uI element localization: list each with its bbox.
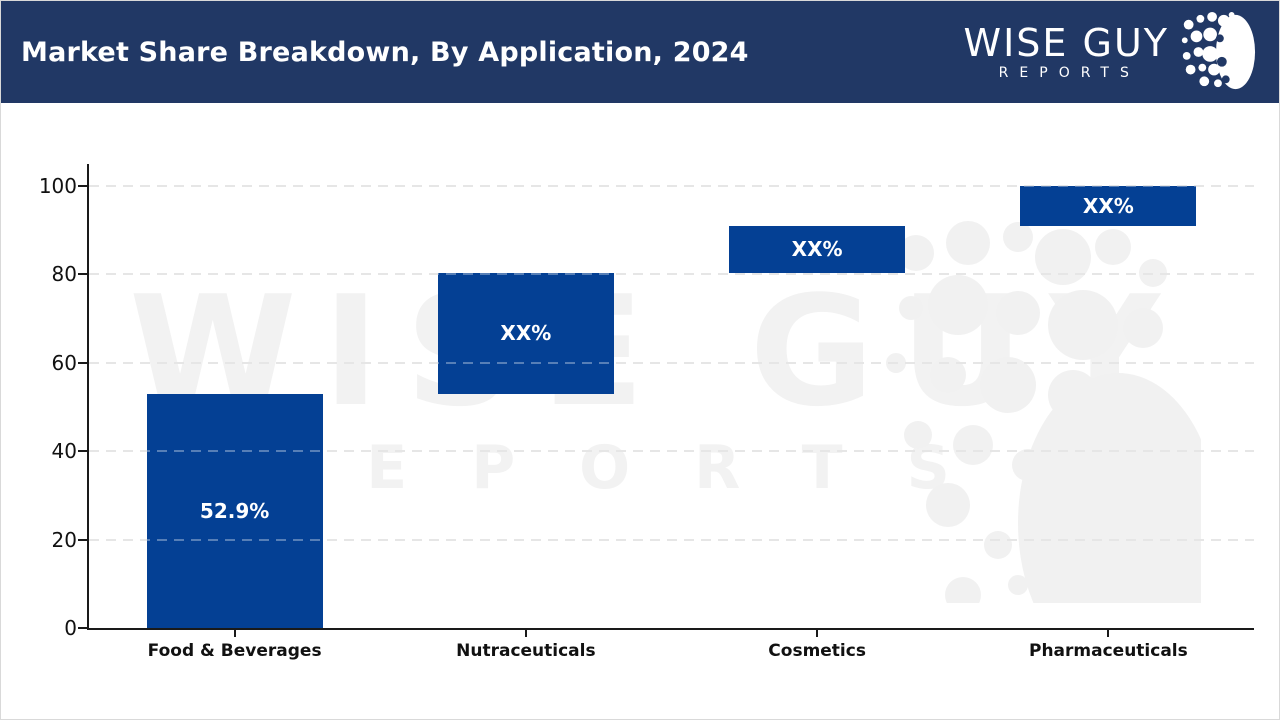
y-axis-tick-label: 0 bbox=[64, 616, 77, 640]
y-axis-line bbox=[87, 164, 89, 630]
gridline-overlay bbox=[89, 361, 1254, 364]
brand-head-icon bbox=[1181, 11, 1256, 90]
y-axis-tick-label: 20 bbox=[51, 527, 77, 552]
x-axis-tick-mark bbox=[1107, 630, 1110, 637]
bar bbox=[1020, 185, 1197, 227]
x-axis-category-label: Pharmaceuticals bbox=[1028, 641, 1188, 661]
y-axis-tick-mark bbox=[78, 538, 87, 541]
gridline bbox=[89, 184, 1254, 187]
gridline-overlay bbox=[89, 538, 1254, 541]
y-axis-tick-mark bbox=[78, 627, 87, 629]
brand-subname: REPORTS bbox=[998, 65, 1140, 81]
y-axis-tick-mark bbox=[78, 361, 87, 364]
bar bbox=[729, 226, 906, 273]
bar-value-label: 52.9% bbox=[199, 498, 270, 523]
brand-logo-text: WISE GUY REPORTS bbox=[964, 24, 1169, 80]
watermark-head-icon bbox=[886, 221, 1201, 603]
gridline-overlay bbox=[89, 273, 1254, 275]
gridline bbox=[89, 450, 1254, 452]
watermark-text-line2: REPORTS bbox=[256, 433, 1014, 503]
y-axis-tick-mark bbox=[78, 450, 87, 452]
x-axis-line bbox=[87, 628, 1254, 630]
bar bbox=[146, 393, 323, 628]
y-axis-tick-mark bbox=[78, 184, 87, 187]
gridline-overlay bbox=[89, 450, 1254, 452]
header-bar: Market Share Breakdown, By Application, … bbox=[1, 1, 1279, 103]
brand-logo: WISE GUY REPORTS bbox=[964, 10, 1257, 94]
bar bbox=[437, 272, 614, 394]
x-axis-category-label: Cosmetics bbox=[768, 641, 866, 661]
gridline bbox=[89, 538, 1254, 541]
y-axis-tick-label: 100 bbox=[38, 173, 77, 198]
bar-value-label: XX% bbox=[1082, 193, 1134, 218]
bar-value-label: XX% bbox=[791, 237, 843, 262]
page-title: Market Share Breakdown, By Application, … bbox=[21, 36, 749, 68]
x-axis-tick-mark bbox=[524, 630, 527, 637]
gridline-overlay bbox=[89, 184, 1254, 187]
bar-value-label: XX% bbox=[500, 321, 552, 346]
x-axis-tick-mark bbox=[233, 630, 236, 637]
gridline bbox=[89, 273, 1254, 275]
brand-name: WISE GUY bbox=[963, 21, 1169, 65]
x-axis-tick-mark bbox=[816, 630, 819, 637]
gridline bbox=[89, 361, 1254, 364]
y-axis-tick-mark bbox=[78, 273, 87, 275]
y-axis-tick-label: 60 bbox=[51, 350, 77, 375]
x-axis-category-label: Nutraceuticals bbox=[456, 641, 596, 661]
y-axis-tick-label: 80 bbox=[51, 262, 77, 286]
x-axis-category-label: Food & Beverages bbox=[147, 641, 322, 661]
y-axis-tick-label: 40 bbox=[51, 439, 77, 463]
